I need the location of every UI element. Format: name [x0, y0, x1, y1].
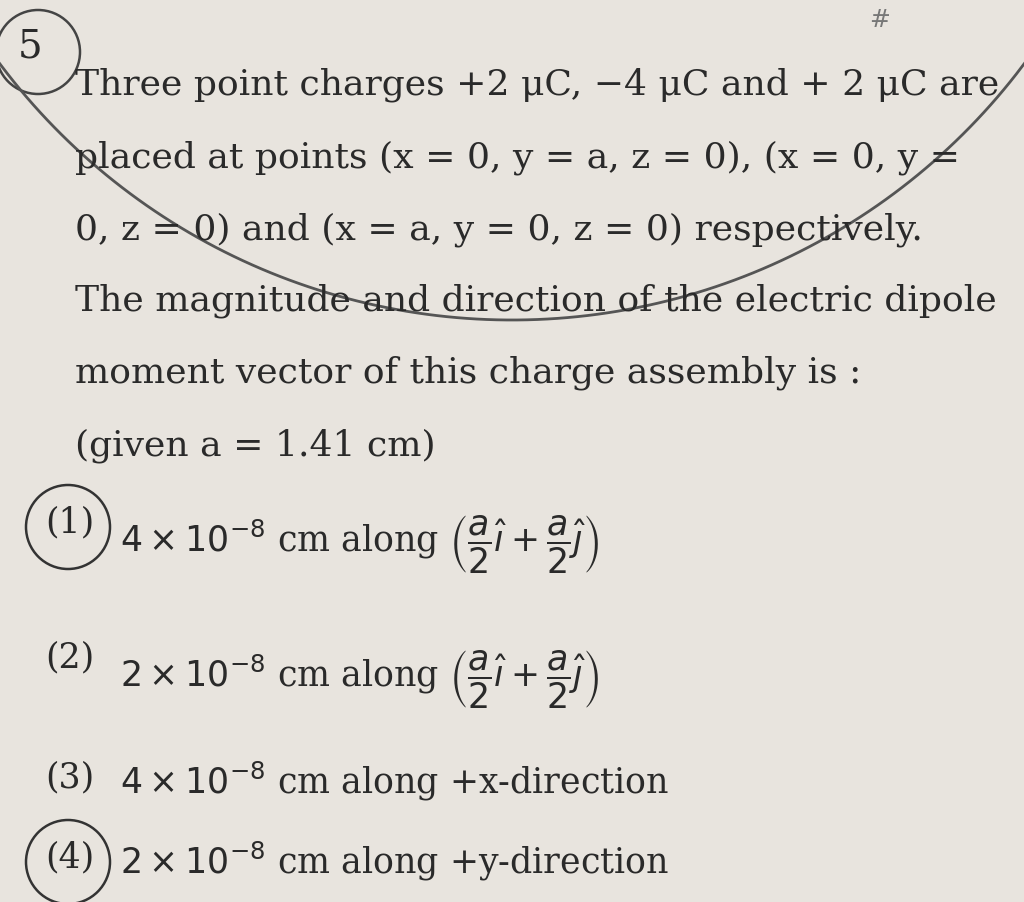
Text: #: #	[870, 8, 899, 32]
Text: placed at points (x = 0, y = a, z = 0), (x = 0, y =: placed at points (x = 0, y = a, z = 0), …	[75, 140, 961, 175]
Text: 0, z = 0) and (x = a, y = 0, z = 0) respectively.: 0, z = 0) and (x = a, y = 0, z = 0) resp…	[75, 212, 923, 246]
Text: Three point charges +2 μC, −4 μC and + 2 μC are: Three point charges +2 μC, −4 μC and + 2…	[75, 68, 999, 103]
Text: $4 \times 10^{-8}$ cm along $\left(\dfrac{a}{2}\hat{\imath}+\dfrac{a}{2}\hat{\jm: $4 \times 10^{-8}$ cm along $\left(\dfra…	[120, 513, 599, 575]
Text: moment vector of this charge assembly is :: moment vector of this charge assembly is…	[75, 356, 861, 391]
Text: $4 \times 10^{-8}$ cm along +x-direction: $4 \times 10^{-8}$ cm along +x-direction	[120, 760, 669, 803]
Text: (4): (4)	[45, 840, 94, 874]
Text: $2 \times 10^{-8}$ cm along +y-direction: $2 \times 10^{-8}$ cm along +y-direction	[120, 840, 669, 883]
Text: 5: 5	[18, 28, 43, 65]
Text: (1): (1)	[45, 505, 94, 539]
Text: (3): (3)	[45, 760, 94, 794]
Text: (2): (2)	[45, 640, 94, 674]
Text: (given a = 1.41 cm): (given a = 1.41 cm)	[75, 428, 435, 463]
Text: The magnitude and direction of the electric dipole: The magnitude and direction of the elect…	[75, 284, 996, 318]
Text: $2 \times 10^{-8}$ cm along $\left(\dfrac{a}{2}\hat{\imath}+\dfrac{a}{2}\hat{\jm: $2 \times 10^{-8}$ cm along $\left(\dfra…	[120, 648, 599, 710]
